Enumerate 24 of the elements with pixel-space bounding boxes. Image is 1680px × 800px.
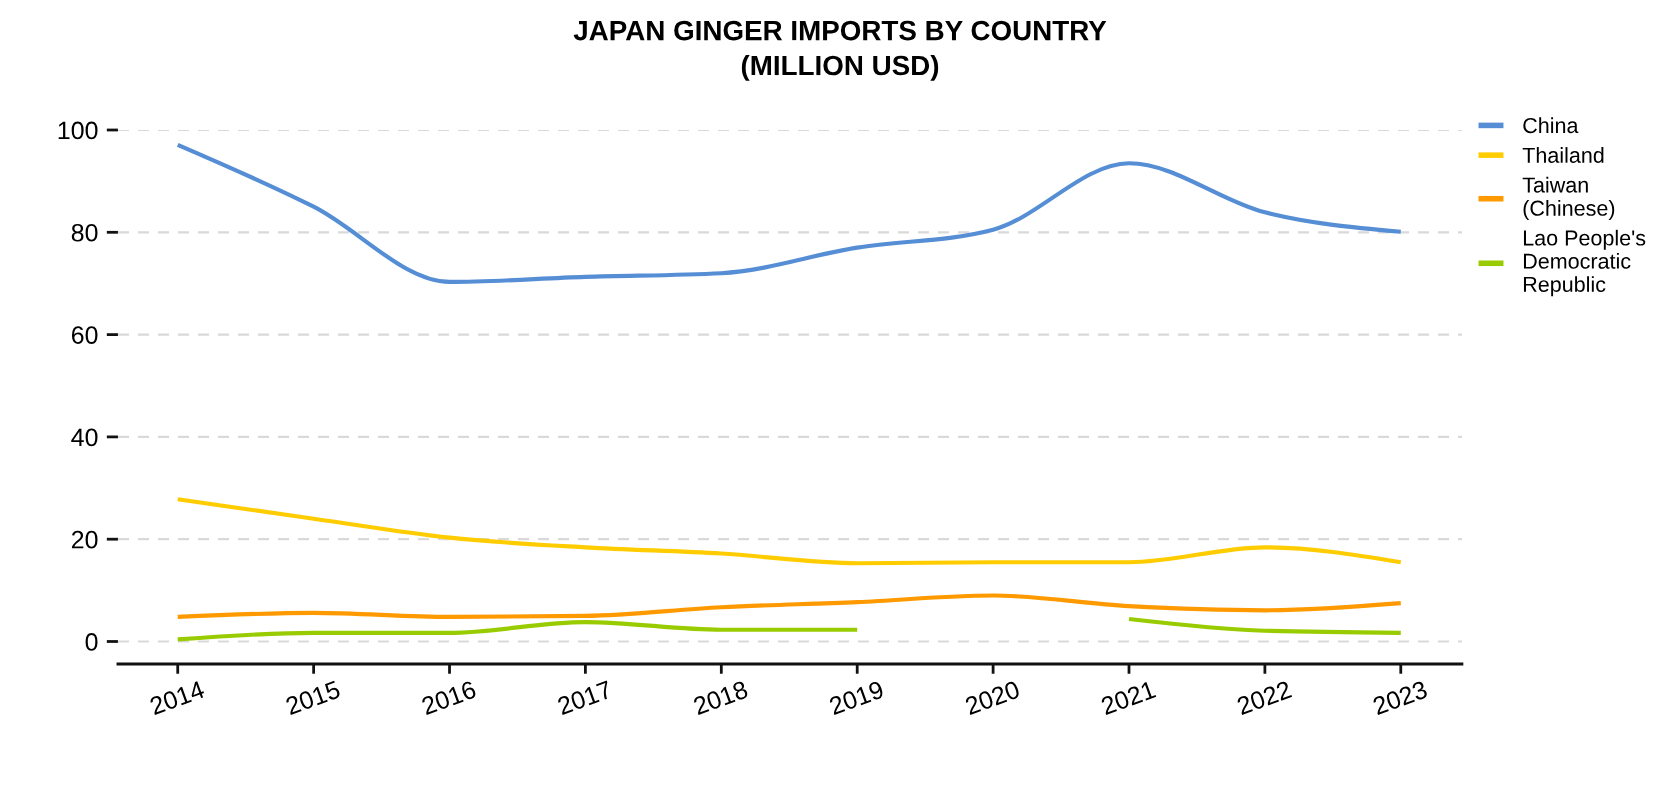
line-series — [175, 142, 1403, 284]
legend-label: Thailand — [1522, 147, 1604, 163]
y-tick-label: 60 — [71, 326, 98, 344]
y-tick-label: 100 — [58, 121, 98, 140]
y-tick-label: 80 — [71, 223, 98, 242]
x-tick-label: 2016 — [420, 680, 477, 716]
legend-label: China — [1523, 117, 1579, 134]
x-tick-label: 2014 — [149, 680, 206, 716]
y-tick-label: 40 — [71, 428, 98, 447]
legend-label: Taiwan (Chinese) — [1522, 176, 1615, 221]
x-tick-label: 2022 — [1236, 680, 1293, 716]
x-tick-label: 2015 — [284, 680, 342, 716]
chart-title: JAPAN GINGER IMPORTS BY COUNTRY (MILLION USD) — [573, 20, 1107, 81]
y-tick-label: 20 — [71, 530, 98, 549]
y-tick-label: 0 — [85, 633, 98, 651]
legend-label: Lao People's Democratic Republic — [1523, 229, 1646, 297]
line-series — [175, 497, 1403, 566]
line-series — [175, 593, 1403, 620]
x-tick-label: 2019 — [828, 680, 885, 716]
x-tick-label: 2023 — [1372, 680, 1429, 716]
x-tick-label: 2017 — [556, 680, 613, 716]
x-tick-label: 2021 — [1100, 680, 1157, 716]
x-tick-label: 2020 — [964, 680, 1021, 716]
x-tick-label: 2018 — [692, 680, 749, 716]
